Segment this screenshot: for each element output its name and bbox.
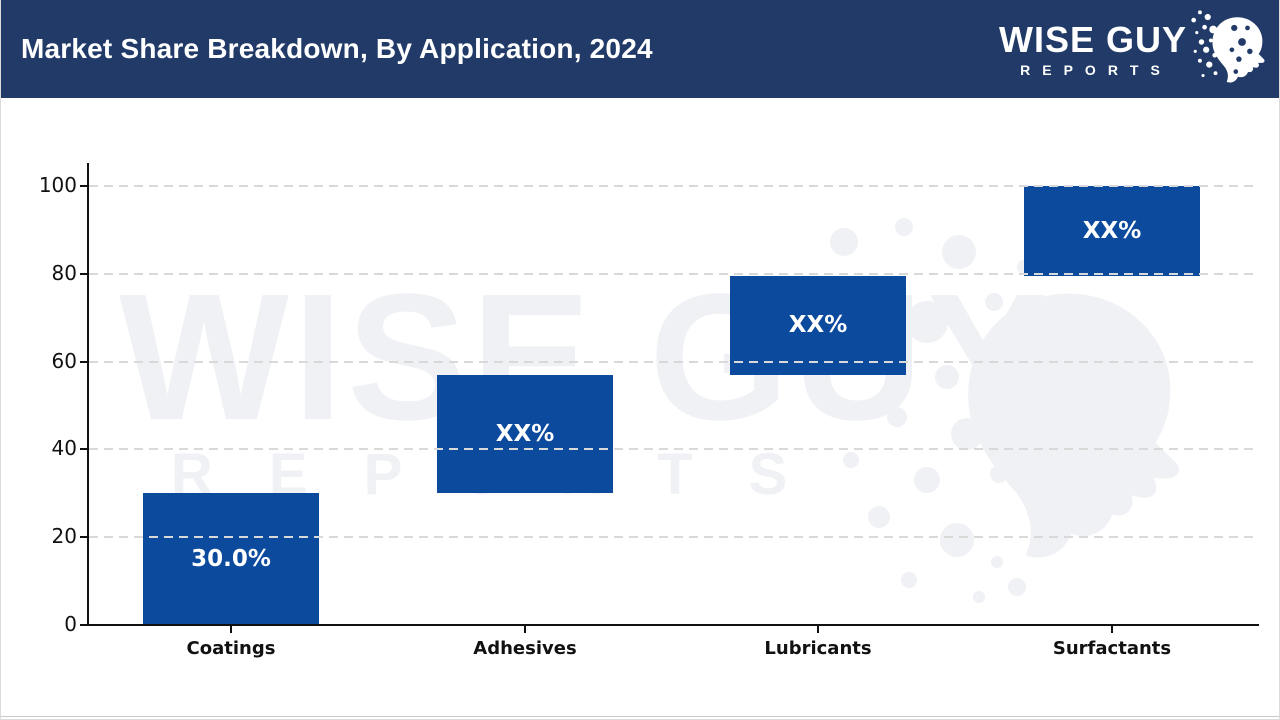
bar-value-label: XX% [788,312,848,339]
x-tickmark [817,626,819,633]
logo-brand-text: WISE GUY [998,19,1187,60]
x-tickmark [1111,626,1113,633]
gridline-20 [89,536,1259,539]
x-tick-label-adhesives: Adhesives [473,638,577,659]
y-tick-label-80: 80 [51,260,77,285]
y-tickmark [80,624,89,626]
bottom-divider [1,716,1279,717]
gridline-40 [89,448,1259,451]
gridline-60 [89,360,1259,363]
y-tickmark [80,185,89,187]
bar-lubricants: XX% [730,275,906,375]
y-tick-label-0: 0 [64,612,77,636]
gridline-100 [89,185,1259,187]
x-tick-label-surfactants: Surfactants [1052,638,1172,659]
x-tick-label-coatings: Coatings [186,638,276,659]
bar-adhesives: XX% [437,374,613,494]
logo-face-icon [1191,10,1265,83]
x-tickmark [524,626,526,633]
y-axis-spine [87,163,89,626]
wiseguy-logo: WISE GUY REPORTS [999,6,1267,92]
x-axis-line [87,623,1259,626]
x-tickmark [230,626,232,633]
gridline-80 [89,272,1259,275]
y-tick-label-100: 100 [38,173,77,197]
bar-coatings: 30.0% [143,493,319,625]
bar-value-label: 30.0% [191,546,271,573]
y-tick-label-20: 20 [51,524,77,549]
wiseguy-logo-text: WISE GUY REPORTS [998,19,1187,79]
y-tick-label-40: 40 [51,436,77,461]
page-title: Market Share Breakdown, By Application, … [21,33,653,64]
y-tickmark [80,536,89,539]
logo-reports-text: REPORTS [1020,62,1172,78]
y-tickmark [80,448,89,451]
x-tick-label-lubricants: Lubricants [764,638,872,659]
y-tickmark [80,272,89,275]
bar-value-label: XX% [495,421,555,448]
bar-value-label: XX% [1082,217,1142,244]
header-bar: Market Share Breakdown, By Application, … [1,0,1279,98]
y-tick-label-60: 60 [51,348,77,373]
y-tickmark [80,360,89,363]
bar-surfactants: XX% [1024,186,1200,276]
